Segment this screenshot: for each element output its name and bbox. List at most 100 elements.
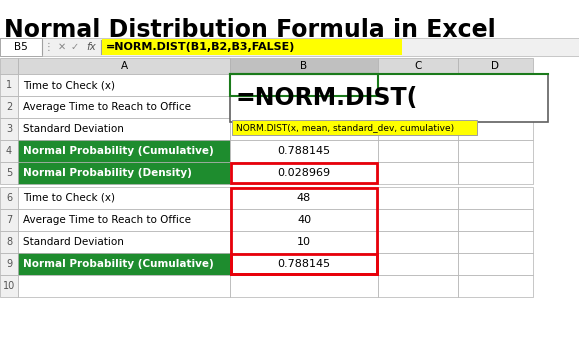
Text: ⋮: ⋮ [44, 42, 54, 52]
Bar [378, 118, 458, 140]
Text: =NORM.DIST(: =NORM.DIST( [236, 86, 419, 110]
Text: D: D [492, 61, 500, 71]
Bar [18, 209, 230, 231]
Bar [232, 120, 477, 135]
Text: A: A [120, 61, 127, 71]
Bar [458, 74, 533, 96]
Text: 0.788145: 0.788145 [277, 146, 331, 156]
Bar [230, 162, 378, 184]
Bar [0, 162, 18, 184]
Bar [458, 118, 533, 140]
Text: 3: 3 [6, 124, 12, 134]
Bar [458, 187, 533, 209]
Bar [378, 231, 458, 253]
Bar [0, 58, 18, 74]
Text: 1: 1 [6, 80, 12, 90]
Bar [0, 96, 18, 118]
Bar [458, 231, 533, 253]
Bar [18, 187, 230, 209]
Bar [230, 118, 378, 140]
Text: Normal Probability (Cumulative): Normal Probability (Cumulative) [23, 259, 214, 269]
Text: B5: B5 [14, 42, 28, 52]
Bar [230, 96, 378, 118]
Text: 4: 4 [6, 146, 12, 156]
Bar [102, 39, 402, 55]
Bar [0, 140, 18, 162]
Bar [18, 74, 230, 96]
Bar [18, 275, 230, 297]
Bar [458, 96, 533, 118]
Bar [230, 58, 378, 74]
Text: Time to Check (x): Time to Check (x) [23, 193, 115, 203]
Bar [378, 209, 458, 231]
Bar [230, 74, 548, 122]
Bar [378, 275, 458, 297]
Text: Standard Deviation: Standard Deviation [23, 124, 124, 134]
Text: ✕: ✕ [58, 42, 66, 52]
Bar [378, 58, 458, 74]
Bar [0, 187, 18, 209]
Bar [378, 187, 458, 209]
Text: Average Time to Reach to Office: Average Time to Reach to Office [23, 215, 191, 225]
Bar [378, 253, 458, 275]
Bar [230, 74, 378, 96]
Bar [458, 58, 533, 74]
Text: 6: 6 [6, 193, 12, 203]
Text: 10: 10 [3, 281, 15, 291]
Text: 5: 5 [6, 168, 12, 178]
Text: 40: 40 [297, 215, 311, 225]
Text: Normal Distribution Formula in Excel: Normal Distribution Formula in Excel [4, 18, 496, 42]
Bar [0, 38, 579, 56]
Text: B: B [301, 61, 307, 71]
Bar [18, 162, 230, 184]
Text: 2: 2 [6, 102, 12, 112]
Bar [0, 231, 18, 253]
Bar [231, 254, 377, 274]
Text: Average Time to Reach to Office: Average Time to Reach to Office [23, 102, 191, 112]
Text: Normal Probability (Cumulative): Normal Probability (Cumulative) [23, 146, 214, 156]
Bar [18, 140, 230, 162]
Bar [230, 253, 378, 275]
Text: C: C [415, 61, 422, 71]
Bar [0, 253, 18, 275]
Text: =NORM.DIST(B1,B2,B3,FALSE): =NORM.DIST(B1,B2,B3,FALSE) [106, 42, 295, 52]
Bar [231, 163, 377, 183]
Bar [458, 162, 533, 184]
Bar [230, 275, 378, 297]
Bar [378, 74, 458, 96]
Bar [458, 140, 533, 162]
Bar [231, 188, 377, 274]
Text: 0.028969: 0.028969 [277, 168, 331, 178]
Text: 0.788145: 0.788145 [277, 259, 331, 269]
Text: ✓: ✓ [71, 42, 79, 52]
Bar [378, 162, 458, 184]
Bar [0, 38, 42, 56]
Text: Time to Check (x): Time to Check (x) [23, 80, 115, 90]
Bar [378, 96, 458, 118]
Bar [0, 275, 18, 297]
Text: Standard Deviation: Standard Deviation [23, 237, 124, 247]
Text: 48: 48 [297, 193, 311, 203]
Bar [18, 118, 230, 140]
Text: NORM.DIST(x, mean, standard_dev, cumulative): NORM.DIST(x, mean, standard_dev, cumulat… [236, 123, 454, 132]
Text: 9: 9 [6, 259, 12, 269]
Text: 8: 8 [6, 237, 12, 247]
Bar [18, 253, 230, 275]
Bar [230, 187, 378, 209]
Bar [230, 140, 378, 162]
Bar [230, 209, 378, 231]
Text: 10: 10 [297, 237, 311, 247]
Bar [458, 209, 533, 231]
Bar [458, 275, 533, 297]
Bar [18, 231, 230, 253]
Bar [0, 74, 18, 96]
Bar [0, 209, 18, 231]
Text: fx: fx [86, 42, 96, 52]
Bar [230, 231, 378, 253]
Text: 7: 7 [6, 215, 12, 225]
Bar [18, 96, 230, 118]
Bar [230, 74, 378, 96]
Bar [18, 58, 230, 74]
Text: Normal Probability (Density): Normal Probability (Density) [23, 168, 192, 178]
Bar [0, 118, 18, 140]
